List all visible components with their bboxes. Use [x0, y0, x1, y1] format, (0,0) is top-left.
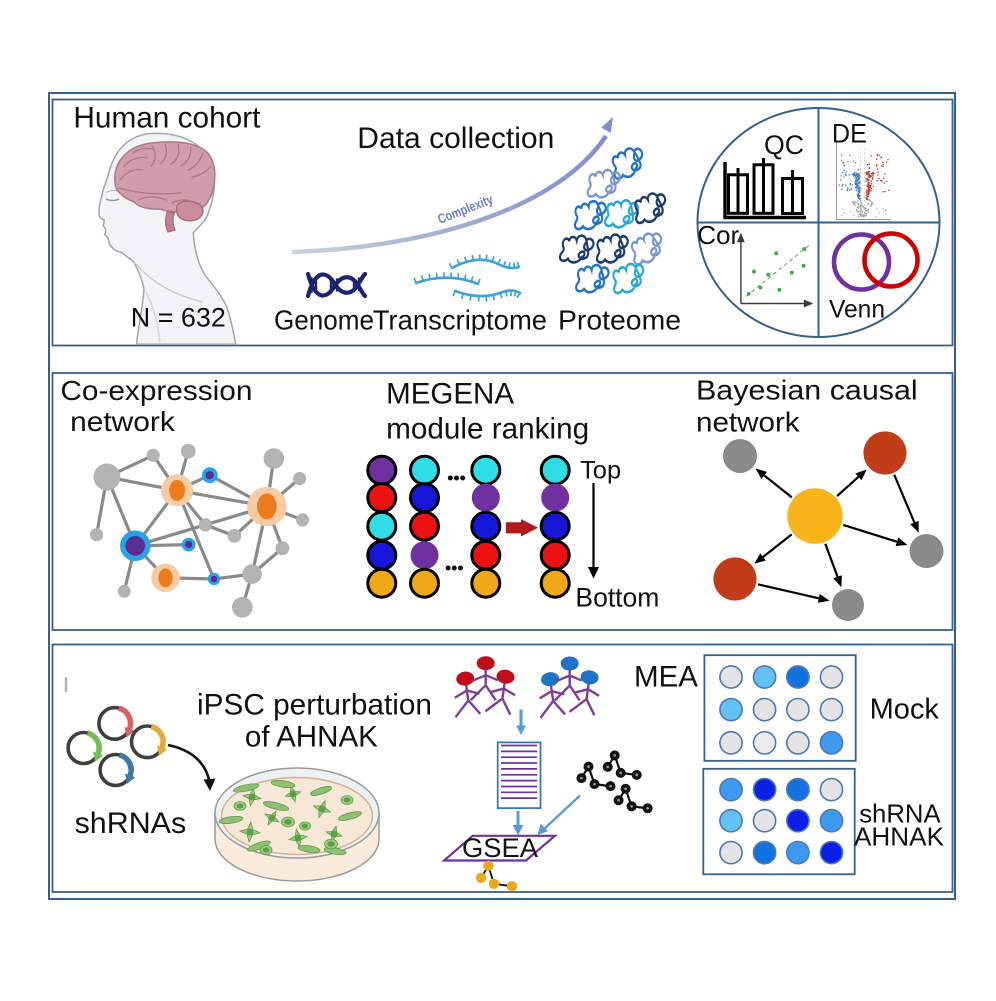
- svg-text:Venn: Venn: [829, 296, 885, 324]
- svg-text:network: network: [70, 406, 176, 437]
- svg-text:QC: QC: [764, 130, 804, 160]
- svg-text:MEGENA: MEGENA: [386, 378, 514, 411]
- svg-text:MEA: MEA: [634, 660, 698, 693]
- svg-text:Bottom: Bottom: [575, 583, 659, 613]
- svg-text:of AHNAK: of AHNAK: [245, 721, 378, 754]
- svg-text:shRNAs: shRNAs: [75, 807, 187, 840]
- svg-text:Transcriptome: Transcriptome: [373, 304, 547, 335]
- svg-text:Bayesian causal: Bayesian causal: [696, 374, 918, 405]
- svg-text:N = 632: N = 632: [131, 303, 226, 333]
- svg-text:Mock: Mock: [870, 694, 940, 726]
- svg-text:module ranking: module ranking: [386, 412, 589, 445]
- svg-text:GSEA: GSEA: [462, 833, 538, 863]
- svg-text:iPSC perturbation: iPSC perturbation: [197, 689, 432, 722]
- svg-text:shRNA: shRNA: [859, 799, 941, 829]
- svg-text:Genome: Genome: [274, 304, 374, 335]
- svg-text:network: network: [696, 406, 801, 437]
- svg-text:Data collection: Data collection: [357, 122, 554, 155]
- svg-text:Co-expression: Co-expression: [60, 375, 252, 406]
- svg-text:Human cohort: Human cohort: [73, 102, 261, 135]
- svg-text:DE: DE: [832, 119, 867, 149]
- svg-text:Top: Top: [580, 456, 621, 484]
- svg-text:Proteome: Proteome: [558, 304, 681, 335]
- svg-text:Cor: Cor: [697, 220, 739, 250]
- svg-text:AHNAK: AHNAK: [854, 822, 945, 852]
